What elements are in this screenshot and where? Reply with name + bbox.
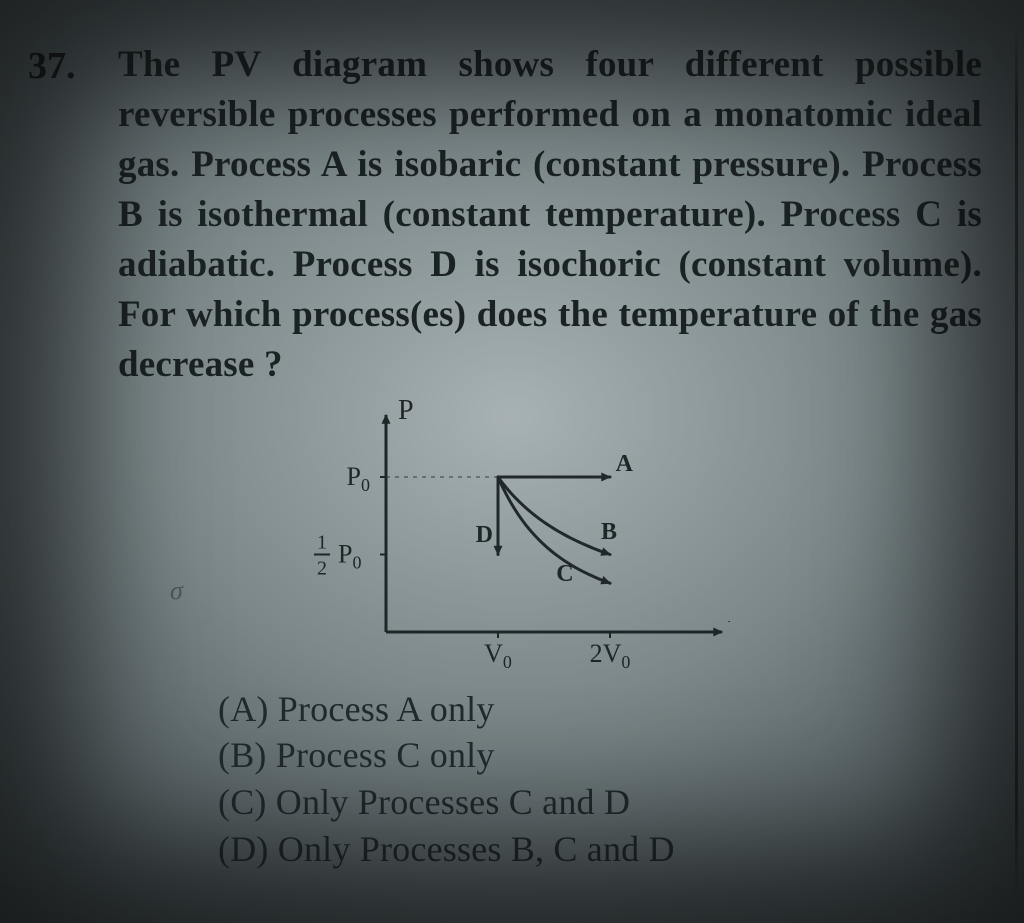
stray-mark: σ xyxy=(170,576,183,606)
svg-text:P: P xyxy=(398,400,414,426)
page: 37. The PV diagram shows four different … xyxy=(0,0,1024,923)
question-text: The PV diagram shows four different poss… xyxy=(118,40,982,390)
svg-text:1: 1 xyxy=(317,531,327,553)
option-b: (B) Process C only xyxy=(218,732,992,779)
svg-text:C: C xyxy=(556,560,573,586)
svg-text:D: D xyxy=(476,522,493,548)
diagram-container: P V V0 2V0 1 2 P0 P0 A B C D xyxy=(28,400,992,680)
svg-text:V0: V0 xyxy=(484,639,512,672)
option-c: (C) Only Processes C and D xyxy=(218,779,992,826)
option-d: (D) Only Processes B, C and D xyxy=(218,826,992,873)
svg-text:2: 2 xyxy=(317,557,327,579)
svg-text:A: A xyxy=(616,450,634,476)
options-list: (A) Process A only (B) Process C only (C… xyxy=(218,686,992,873)
svg-text:2V0: 2V0 xyxy=(590,639,631,672)
pv-diagram: P V V0 2V0 1 2 P0 P0 A B C D xyxy=(290,400,730,680)
svg-text:B: B xyxy=(601,519,617,545)
svg-text:V: V xyxy=(728,616,730,647)
svg-text:P0: P0 xyxy=(338,539,361,572)
svg-text:P0: P0 xyxy=(347,462,370,495)
right-border xyxy=(1015,24,1018,899)
question-number: 37. xyxy=(28,44,76,88)
option-a: (A) Process A only xyxy=(218,686,992,733)
